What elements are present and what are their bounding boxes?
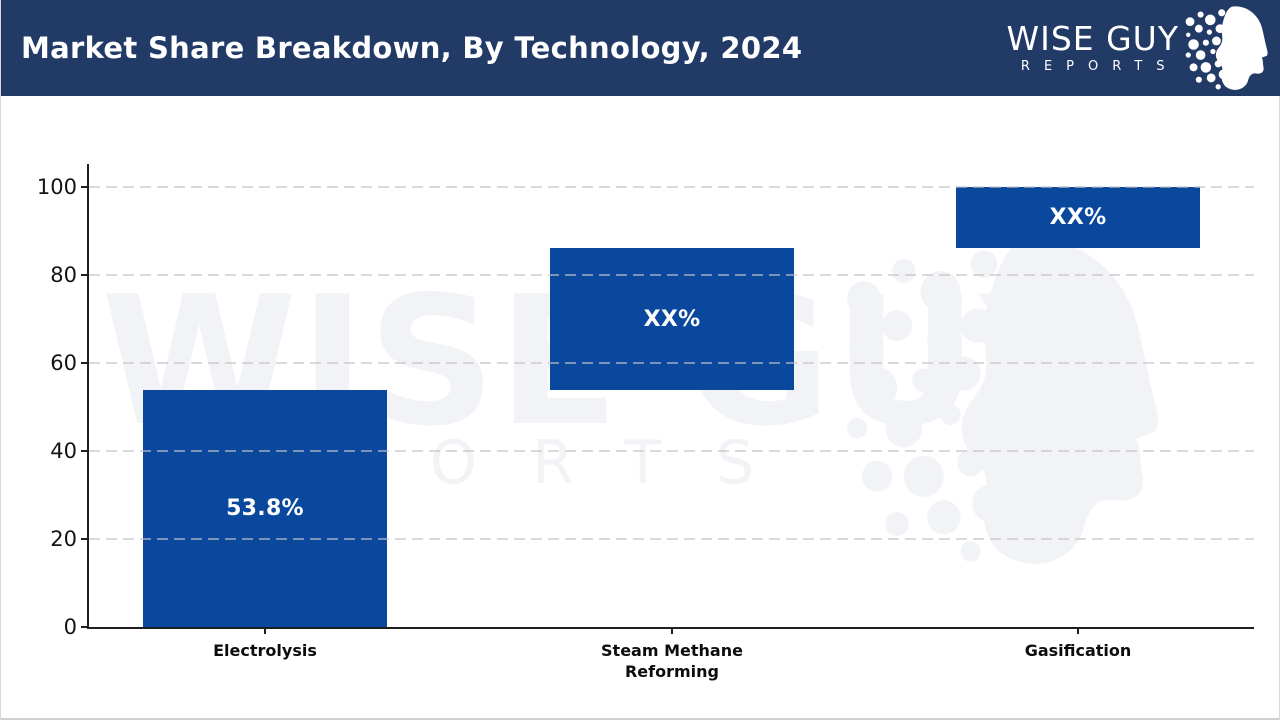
y-tick-label: 40 bbox=[50, 439, 77, 463]
x-axis-line bbox=[87, 627, 1254, 629]
wiseguy-head-icon bbox=[1185, 6, 1268, 90]
y-tick-mark bbox=[81, 362, 87, 364]
x-tick-mark bbox=[1077, 627, 1079, 634]
header: Market Share Breakdown, By Technology, 2… bbox=[1, 0, 1280, 96]
bar-steam-methane-reforming: XX% bbox=[550, 247, 794, 391]
bottom-border bbox=[1, 718, 1279, 720]
x-category-label-line: Gasification bbox=[1024, 641, 1132, 660]
x-category-label-line: Reforming bbox=[624, 662, 719, 681]
y-tick-mark bbox=[81, 626, 87, 628]
y-tick-mark bbox=[81, 538, 87, 540]
bar-value-label: XX% bbox=[1049, 204, 1107, 230]
x-category-label-line: Electrolysis bbox=[213, 641, 317, 660]
logo-subtext: REPORTS bbox=[1020, 59, 1179, 74]
x-tick-mark bbox=[264, 627, 266, 634]
y-tick-mark bbox=[81, 450, 87, 452]
gridline bbox=[89, 538, 1254, 540]
x-category-label: Steam Methane Reforming bbox=[502, 640, 842, 682]
plot-area: 0 20 40 60 80 100 53.8% Electrolysis XX% Steam Me… bbox=[37, 164, 1254, 681]
gridline bbox=[89, 450, 1254, 452]
y-tick-label: 0 bbox=[63, 615, 77, 639]
y-tick-label: 80 bbox=[50, 263, 77, 287]
x-category-label-line: Steam Methane bbox=[601, 641, 743, 660]
gridline bbox=[89, 186, 1254, 188]
gridline bbox=[89, 362, 1254, 364]
bar-value-label: XX% bbox=[643, 306, 701, 332]
y-axis-line bbox=[87, 164, 89, 629]
wiseguy-logo-text: WISE GUY REPORTS bbox=[1006, 19, 1179, 75]
gridline bbox=[89, 274, 1254, 276]
y-tick-mark bbox=[81, 274, 87, 276]
bar-electrolysis: 53.8% bbox=[143, 390, 387, 627]
x-tick-mark bbox=[671, 627, 673, 634]
y-tick-label: 60 bbox=[50, 351, 77, 375]
wiseguy-logo: WISE GUY REPORTS bbox=[1006, 0, 1273, 96]
bar-gasification: XX% bbox=[956, 187, 1200, 248]
x-category-label: Gasification bbox=[908, 640, 1248, 661]
y-tick-label: 20 bbox=[50, 527, 77, 551]
x-category-label: Electrolysis bbox=[95, 640, 435, 661]
logo-wordmark: WISE GUY bbox=[1006, 19, 1179, 58]
bar-value-label: 53.8% bbox=[226, 496, 304, 522]
chart-title: Market Share Breakdown, By Technology, 2… bbox=[21, 31, 803, 65]
y-tick-mark bbox=[81, 186, 87, 188]
y-tick-label: 100 bbox=[36, 175, 77, 199]
